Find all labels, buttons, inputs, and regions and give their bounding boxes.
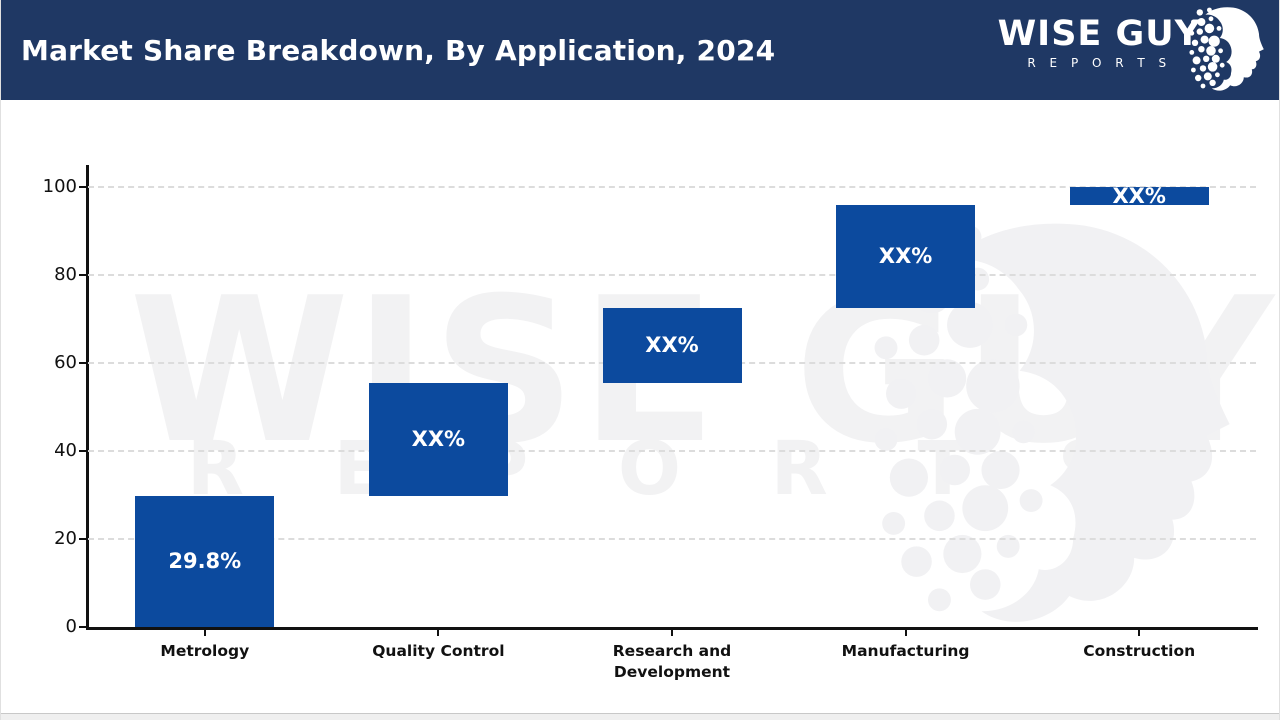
gridline-40 bbox=[88, 450, 1256, 452]
y-tick-mark bbox=[79, 626, 87, 628]
logo-text: WISE GUY R E P O R T S bbox=[998, 16, 1201, 70]
y-tick-mark bbox=[79, 186, 87, 188]
bar-value-label: 29.8% bbox=[168, 549, 242, 574]
gridline-20 bbox=[88, 538, 1256, 540]
category-label: Research and Development bbox=[612, 642, 732, 681]
gridline-100 bbox=[88, 186, 1256, 188]
bar-research-and-development: XX% bbox=[602, 308, 742, 383]
y-tick-label: 20 bbox=[54, 528, 77, 549]
y-tick-label: 60 bbox=[54, 352, 77, 373]
logo-subtitle: R E P O R T S bbox=[1027, 55, 1172, 70]
x-axis-line bbox=[86, 627, 1258, 630]
bar-value-label: XX% bbox=[1112, 187, 1166, 205]
wiseguy-logo: WISE GUY R E P O R T S bbox=[998, 10, 1267, 94]
y-tick-mark bbox=[79, 362, 87, 364]
y-tick-mark bbox=[79, 274, 87, 276]
logo-wordmark: WISE GUY bbox=[997, 14, 1201, 54]
bar-value-label: XX% bbox=[645, 333, 699, 358]
bar-construction: XX% bbox=[1069, 187, 1209, 205]
category-label: Manufacturing bbox=[841, 642, 970, 660]
y-tick-mark bbox=[79, 538, 87, 540]
x-tick-mark bbox=[437, 629, 440, 636]
header-bar: Market Share Breakdown, By Application, … bbox=[1, 0, 1279, 100]
bar-value-label: XX% bbox=[878, 244, 933, 269]
bar-metrology: 29.8% bbox=[135, 495, 275, 627]
logo-head-icon bbox=[1187, 6, 1267, 94]
category-label: Construction bbox=[1083, 642, 1196, 660]
y-tick-label: 40 bbox=[54, 440, 77, 461]
category-label: Metrology bbox=[160, 642, 250, 660]
bar-manufacturing: XX% bbox=[836, 204, 976, 308]
category-label: Quality Control bbox=[372, 642, 505, 660]
x-tick-mark bbox=[203, 629, 206, 636]
x-tick-mark bbox=[1138, 629, 1141, 636]
bottom-border bbox=[1, 713, 1279, 720]
y-tick-label: 80 bbox=[54, 264, 77, 285]
y-tick-mark bbox=[79, 450, 87, 452]
y-tick-label: 100 bbox=[42, 176, 77, 197]
x-tick-mark bbox=[904, 629, 907, 636]
bar-quality-control: XX% bbox=[368, 382, 508, 496]
y-tick-label: 0 bbox=[65, 616, 77, 637]
bar-value-label: XX% bbox=[411, 427, 466, 452]
page-title: Market Share Breakdown, By Application, … bbox=[21, 33, 776, 67]
y-axis-line bbox=[86, 165, 89, 629]
gridline-80 bbox=[88, 274, 1256, 276]
x-tick-mark bbox=[671, 629, 673, 636]
